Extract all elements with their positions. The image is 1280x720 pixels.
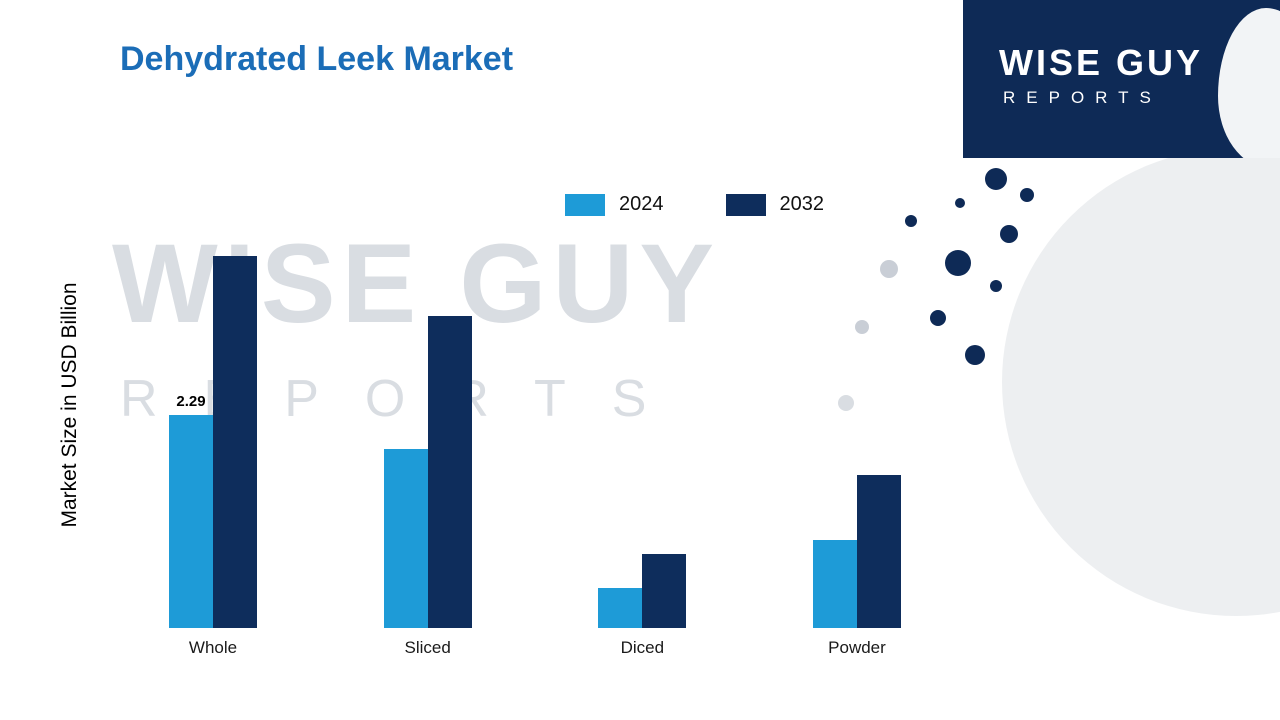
category-label-powder: Powder <box>828 638 886 657</box>
bar-group-whole: 2.29 Whole <box>169 256 257 657</box>
chart-legend: 2024 2032 <box>565 193 824 216</box>
dot <box>985 168 1007 190</box>
bar-2024-whole: 2.29 <box>169 393 213 628</box>
dot <box>838 395 854 411</box>
bar-2032-diced <box>642 553 687 628</box>
bar-2032-sliced <box>427 316 472 628</box>
page-title: Dehydrated Leek Market <box>120 40 514 78</box>
legend-swatch-2024 <box>565 193 605 216</box>
bar-2024-powder <box>812 539 857 628</box>
dot <box>905 215 917 227</box>
dot <box>945 250 971 276</box>
background-circle <box>1002 148 1280 616</box>
legend-label-2024: 2024 <box>619 193 664 215</box>
watermark-line1: WISE GUY <box>112 221 721 346</box>
data-label: 2.29 <box>176 393 206 411</box>
bar-2024-diced <box>598 588 643 628</box>
dot <box>990 280 1002 292</box>
dot <box>965 345 985 365</box>
bar-2032-whole <box>213 256 257 628</box>
logo-text-line1: WISE GUY <box>999 42 1204 83</box>
y-axis-label: Market Size in USD Billion <box>58 282 81 528</box>
category-label-whole: Whole <box>188 638 238 657</box>
bar-2032-powder <box>856 474 901 628</box>
dot <box>880 260 898 278</box>
legend-swatch-2032 <box>725 193 766 216</box>
dot <box>955 198 965 208</box>
logo-text-line2: REPORTS <box>1003 88 1162 107</box>
dot <box>930 310 946 326</box>
bar-group-powder: Powder <box>812 256 901 657</box>
wiseguy-logo: WISE GUY REPORTS <box>963 0 1280 158</box>
bar-group-diced: Diced <box>598 256 687 657</box>
dot <box>855 320 869 334</box>
bar-2024-sliced <box>383 449 428 628</box>
head-profile-icon <box>1218 8 1280 158</box>
category-label-sliced: Sliced <box>404 638 451 657</box>
dot <box>1020 188 1034 202</box>
dot <box>1000 225 1018 243</box>
bar-chart: 2.29 Whole Sliced Diced Powder <box>169 256 901 657</box>
legend-label-2032: 2032 <box>779 193 825 215</box>
category-label-diced: Diced <box>620 638 665 657</box>
watermark: WISE GUY REPORTS <box>112 222 720 429</box>
bar-group-sliced: Sliced <box>383 256 472 657</box>
